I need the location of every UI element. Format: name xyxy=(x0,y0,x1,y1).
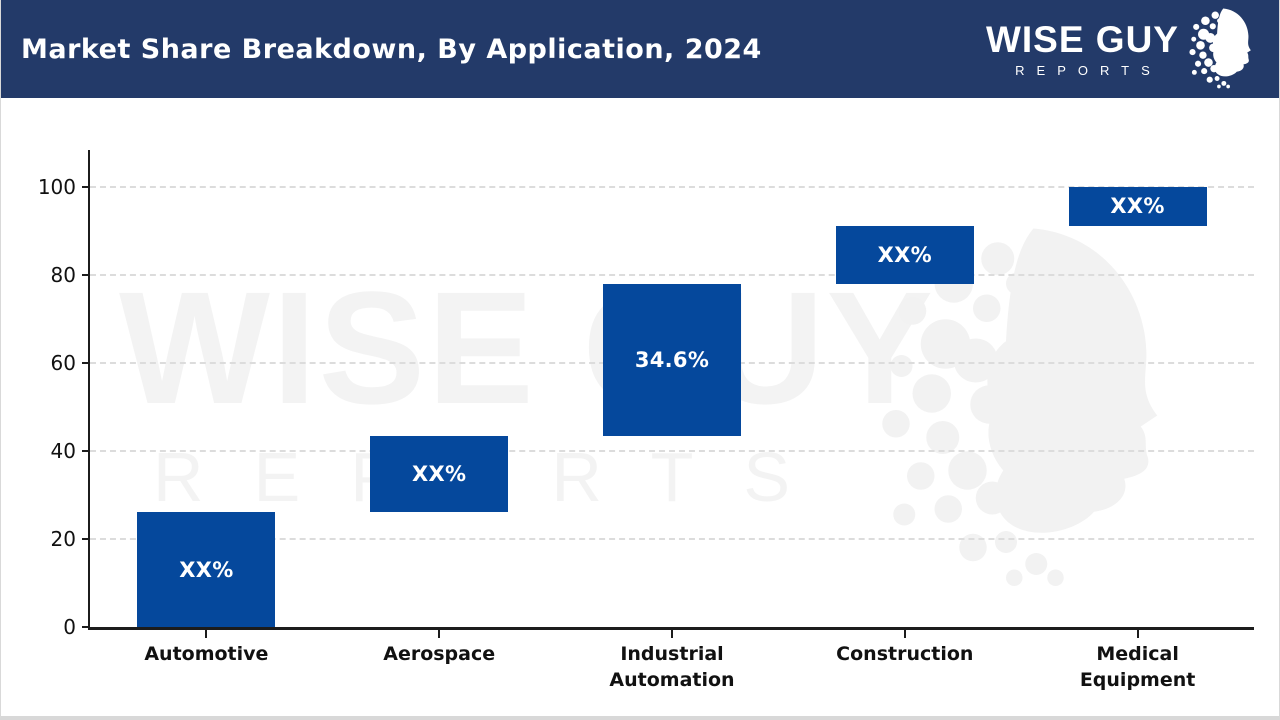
gridline-100 xyxy=(90,186,1254,188)
y-tick-100 xyxy=(82,186,90,188)
y-tick-label-40: 40 xyxy=(50,439,76,463)
y-tick-label-60: 60 xyxy=(50,351,76,375)
y-tick-0 xyxy=(82,626,90,628)
x-axis-label: Aerospace xyxy=(383,643,496,665)
watermark-wordmark: WISE GUY xyxy=(119,258,936,437)
x-axis-line xyxy=(88,627,1254,630)
bar-aerospace: XX% xyxy=(370,436,509,513)
bar-value-label: XX% xyxy=(412,462,467,487)
y-tick-label-100: 100 xyxy=(37,175,76,199)
logo-wordmark: WISE GUY xyxy=(985,18,1179,60)
bar-automotive: XX% xyxy=(137,512,276,627)
y-tick-40 xyxy=(82,450,90,452)
chart-title: Market Share Breakdown, By Application, … xyxy=(21,33,762,65)
bar-value-label: XX% xyxy=(877,242,932,267)
gridline-40 xyxy=(90,450,1254,452)
y-tick-label-80: 80 xyxy=(50,263,76,287)
bar-value-label: XX% xyxy=(179,557,234,582)
bar-value-label: 34.6% xyxy=(634,347,710,372)
y-tick-80 xyxy=(82,274,90,276)
x-tick-2 xyxy=(671,630,673,638)
logo-subtitle: REPORTS xyxy=(1015,62,1162,78)
x-tick-4 xyxy=(1136,630,1139,638)
bar-construction: XX% xyxy=(835,225,974,284)
x-axis-label: Industrial Automation xyxy=(609,643,735,691)
x-axis-label: Automotive xyxy=(144,643,269,665)
gridline-20 xyxy=(90,538,1254,540)
y-tick-60 xyxy=(82,362,90,364)
x-tick-3 xyxy=(903,630,906,638)
bar-medical-equipment: XX% xyxy=(1068,187,1207,226)
wise-guy-reports-logo: WISE GUY REPORTS xyxy=(986,6,1259,92)
bar-value-label: XX% xyxy=(1110,194,1165,219)
x-axis-label: Medical Equipment xyxy=(1079,643,1196,691)
dotted-head-profile-icon xyxy=(1189,8,1251,89)
x-tick-1 xyxy=(438,630,441,638)
bar-industrial-automation: 34.6% xyxy=(603,283,741,437)
y-tick-label-0: 0 xyxy=(63,615,76,639)
logo-text: WISE GUY REPORTS xyxy=(986,21,1179,78)
y-tick-label-20: 20 xyxy=(50,527,76,551)
x-tick-0 xyxy=(205,630,208,638)
header-bar: Market Share Breakdown, By Application, … xyxy=(1,0,1279,98)
y-tick-20 xyxy=(82,538,90,540)
x-axis-label: Construction xyxy=(836,643,974,665)
y-axis-line xyxy=(88,150,90,630)
gridline-80 xyxy=(90,274,1254,276)
